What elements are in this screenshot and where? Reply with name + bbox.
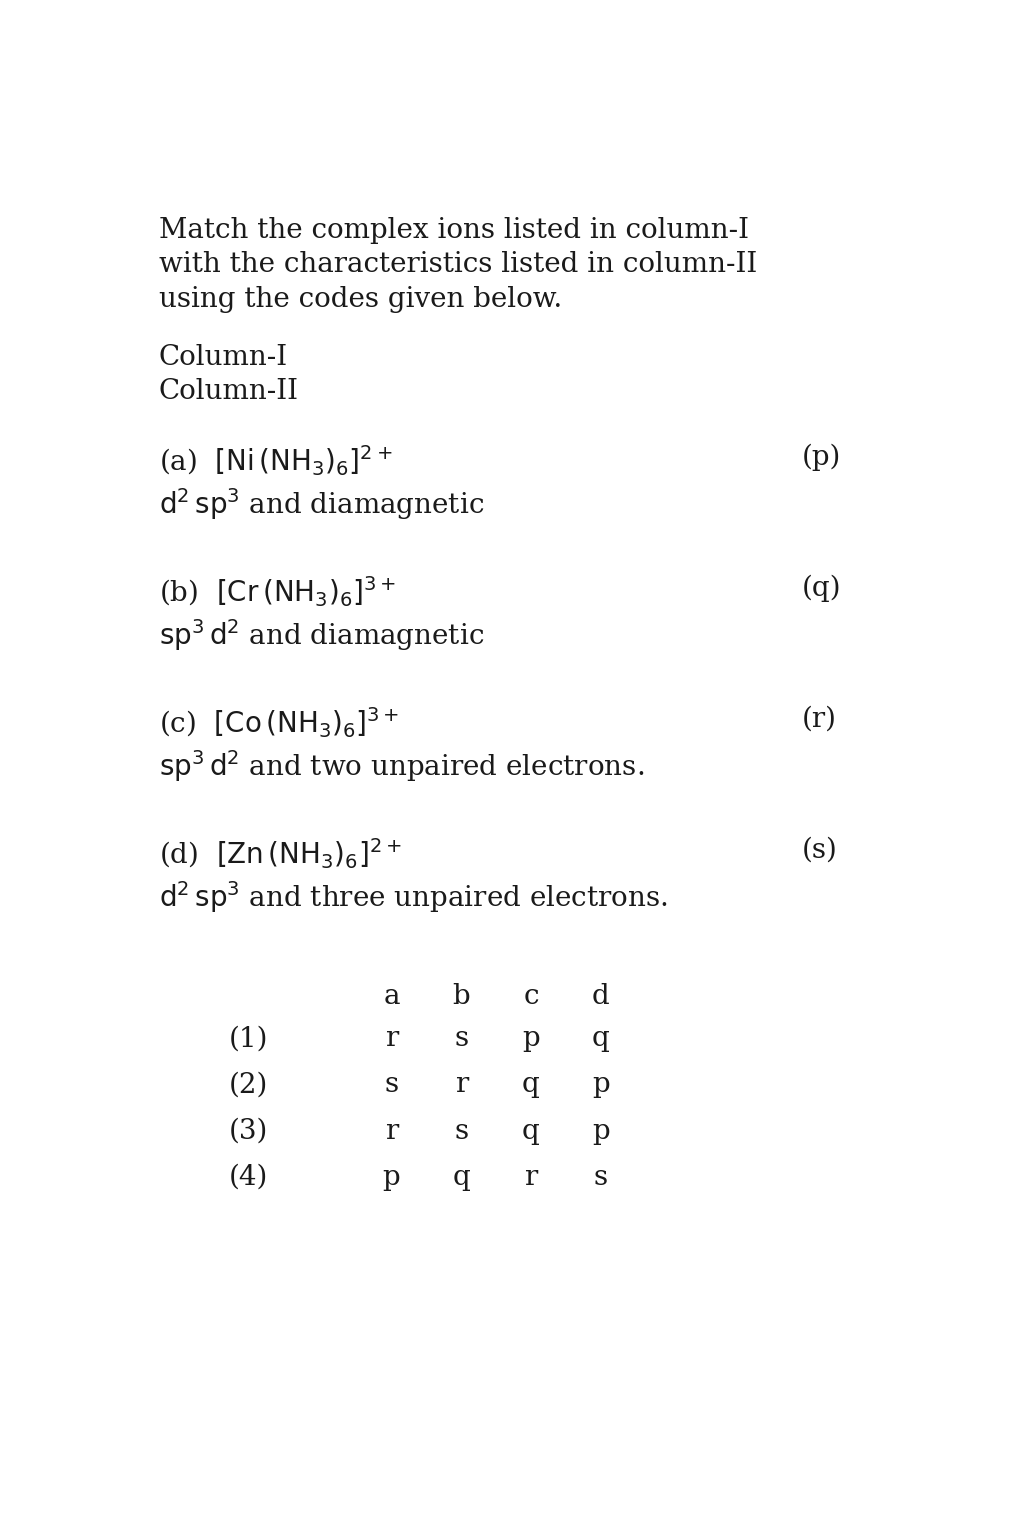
Text: p: p <box>522 1025 540 1053</box>
Text: (c)  $\left[\mathrm{Co\,(NH_3)_6}\right]^{3+}$: (c) $\left[\mathrm{Co\,(NH_3)_6}\right]^… <box>159 705 399 740</box>
Text: s: s <box>455 1025 468 1053</box>
Text: (r): (r) <box>802 705 838 733</box>
Text: q: q <box>592 1025 609 1053</box>
Text: r: r <box>385 1025 398 1053</box>
Text: (3): (3) <box>228 1118 268 1145</box>
Text: s: s <box>594 1164 608 1191</box>
Text: q: q <box>522 1118 540 1145</box>
Text: (s): (s) <box>802 836 838 863</box>
Text: (1): (1) <box>228 1025 268 1053</box>
Text: r: r <box>455 1071 468 1098</box>
Text: q: q <box>522 1071 540 1098</box>
Text: (p): (p) <box>802 444 842 472</box>
Text: $\mathrm{d^2\,sp^3}$ and three unpaired electrons.: $\mathrm{d^2\,sp^3}$ and three unpaired … <box>159 878 668 915</box>
Text: p: p <box>592 1071 609 1098</box>
Text: (2): (2) <box>228 1071 268 1098</box>
Text: using the codes given below.: using the codes given below. <box>159 287 562 313</box>
Text: Column-I: Column-I <box>159 344 288 370</box>
Text: (b)  $\left[\mathrm{Cr\,(NH_3)_6}\right]^{3+}$: (b) $\left[\mathrm{Cr\,(NH_3)_6}\right]^… <box>159 575 396 610</box>
Text: r: r <box>524 1164 538 1191</box>
Text: Column-II: Column-II <box>159 378 299 405</box>
Text: with the characteristics listed in column-II: with the characteristics listed in colum… <box>159 252 758 278</box>
Text: a: a <box>383 983 399 1010</box>
Text: c: c <box>523 983 539 1010</box>
Text: s: s <box>384 1071 398 1098</box>
Text: (q): (q) <box>802 575 842 602</box>
Text: r: r <box>385 1118 398 1145</box>
Text: Match the complex ions listed in column-I: Match the complex ions listed in column-… <box>159 217 749 244</box>
Text: (4): (4) <box>228 1164 268 1191</box>
Text: $\mathrm{sp^3\,d^2}$ and diamagnetic: $\mathrm{sp^3\,d^2}$ and diamagnetic <box>159 617 484 652</box>
Text: s: s <box>455 1118 468 1145</box>
Text: q: q <box>453 1164 470 1191</box>
Text: p: p <box>592 1118 609 1145</box>
Text: p: p <box>383 1164 400 1191</box>
Text: $\mathrm{sp^3\,d^2}$ and two unpaired electrons.: $\mathrm{sp^3\,d^2}$ and two unpaired el… <box>159 748 644 784</box>
Text: b: b <box>453 983 470 1010</box>
Text: (d)  $\left[\mathrm{Zn\,(NH_3)_6}\right]^{2+}$: (d) $\left[\mathrm{Zn\,(NH_3)_6}\right]^… <box>159 836 401 871</box>
Text: $\mathrm{d^2\,sp^3}$ and diamagnetic: $\mathrm{d^2\,sp^3}$ and diamagnetic <box>159 485 484 522</box>
Text: d: d <box>592 983 609 1010</box>
Text: (a)  $\left[\mathrm{Ni\,(NH_3)_6}\right]^{2+}$: (a) $\left[\mathrm{Ni\,(NH_3)_6}\right]^… <box>159 444 392 478</box>
